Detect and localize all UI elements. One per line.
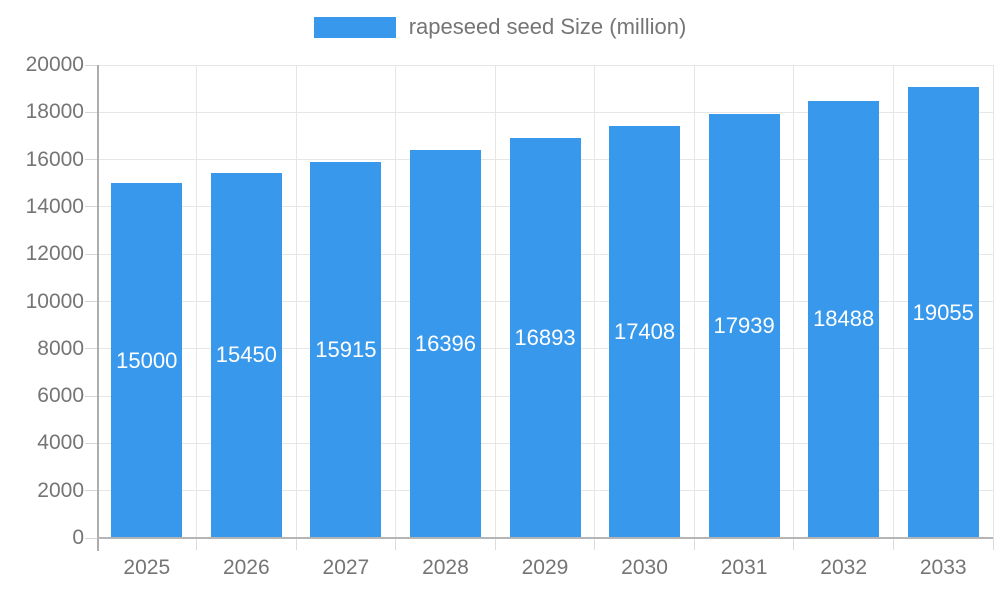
v-gridline (892, 65, 894, 538)
x-tick (793, 538, 795, 550)
x-axis-tick-label: 2030 (621, 556, 668, 579)
v-gridline (395, 65, 397, 538)
y-axis-tick-label: 16000 (25, 147, 84, 171)
y-axis-tick-label: 2000 (37, 478, 84, 502)
x-axis-tick-label: 2025 (123, 556, 171, 579)
bar-2032[interactable]: 18488 (808, 100, 880, 538)
v-gridline (196, 65, 198, 538)
x-axis-tick-label: 2029 (521, 556, 569, 579)
x-tick (892, 538, 894, 550)
y-axis-tick-label: 12000 (25, 242, 84, 266)
x-axis-tick-label: 2032 (820, 556, 867, 579)
legend-swatch (313, 16, 396, 38)
bar-2026[interactable]: 15450 (210, 172, 282, 538)
bar-2027[interactable]: 15915 (310, 161, 382, 538)
bar-value-label: 15000 (116, 347, 178, 373)
x-tick (693, 538, 695, 550)
bar-value-label: 15450 (215, 342, 277, 368)
x-axis-tick-label: 2031 (720, 556, 768, 579)
bar-value-label: 17408 (613, 319, 676, 345)
y-axis-tick-label: 4000 (37, 431, 84, 455)
y-tick (85, 442, 97, 444)
x-axis-tick-label: 2026 (222, 556, 270, 579)
x-tick (395, 538, 397, 550)
h-gridline (97, 64, 993, 66)
y-tick (85, 253, 97, 255)
bar-2030[interactable]: 17408 (609, 126, 681, 538)
y-tick (85, 395, 97, 397)
x-tick (992, 538, 994, 550)
y-axis-tick-label: 10000 (25, 289, 84, 313)
y-tick (85, 301, 97, 302)
y-tick (85, 159, 97, 161)
y-axis-tick-label: 0 (72, 526, 84, 549)
bar-value-label: 15915 (315, 336, 377, 362)
bar-value-label: 19055 (912, 299, 974, 325)
y-axis-line (97, 65, 99, 551)
legend: rapeseed seed Size (million) (0, 14, 1000, 40)
bar-2028[interactable]: 16396 (409, 150, 481, 538)
y-axis-tick-label: 18000 (25, 100, 84, 124)
y-axis-tick-label: 6000 (37, 384, 84, 408)
v-gridline (494, 65, 496, 538)
v-gridline (295, 65, 297, 538)
bar-2031[interactable]: 17939 (708, 113, 780, 538)
y-tick (85, 64, 97, 66)
bar-value-label: 18488 (813, 306, 875, 332)
bar-value-label: 16893 (514, 325, 576, 351)
v-gridline (594, 65, 596, 538)
y-axis-tick-label: 20000 (25, 53, 84, 76)
y-tick (85, 348, 97, 350)
bar-2025[interactable]: 15000 (111, 183, 183, 538)
bar-2033[interactable]: 19055 (907, 87, 979, 538)
bar-2029[interactable]: 16893 (509, 138, 581, 538)
legend-label: rapeseed seed Size (million) (408, 14, 687, 39)
y-tick (85, 537, 97, 539)
v-gridline (793, 65, 795, 538)
y-axis-tick-label: 8000 (37, 336, 84, 360)
y-tick (85, 206, 97, 208)
x-axis-tick-label: 2033 (919, 556, 967, 579)
y-axis-tick-label: 14000 (25, 194, 84, 218)
x-axis-line (97, 537, 993, 539)
x-tick (494, 538, 496, 550)
x-tick (295, 538, 297, 550)
x-axis-tick-label: 2028 (422, 556, 469, 579)
h-gridline (97, 111, 993, 113)
x-tick (196, 538, 198, 550)
x-tick (594, 538, 596, 550)
v-gridline (992, 65, 994, 538)
y-tick (85, 111, 97, 113)
bar-value-label: 17939 (713, 312, 775, 338)
x-axis-tick-label: 2027 (322, 556, 370, 579)
v-gridline (693, 65, 695, 538)
plot-area: 15000 15450 15915 16396 16893 17408 17939 18488… (85, 64, 994, 551)
bar-value-label: 16396 (414, 331, 477, 357)
y-tick (85, 490, 97, 492)
